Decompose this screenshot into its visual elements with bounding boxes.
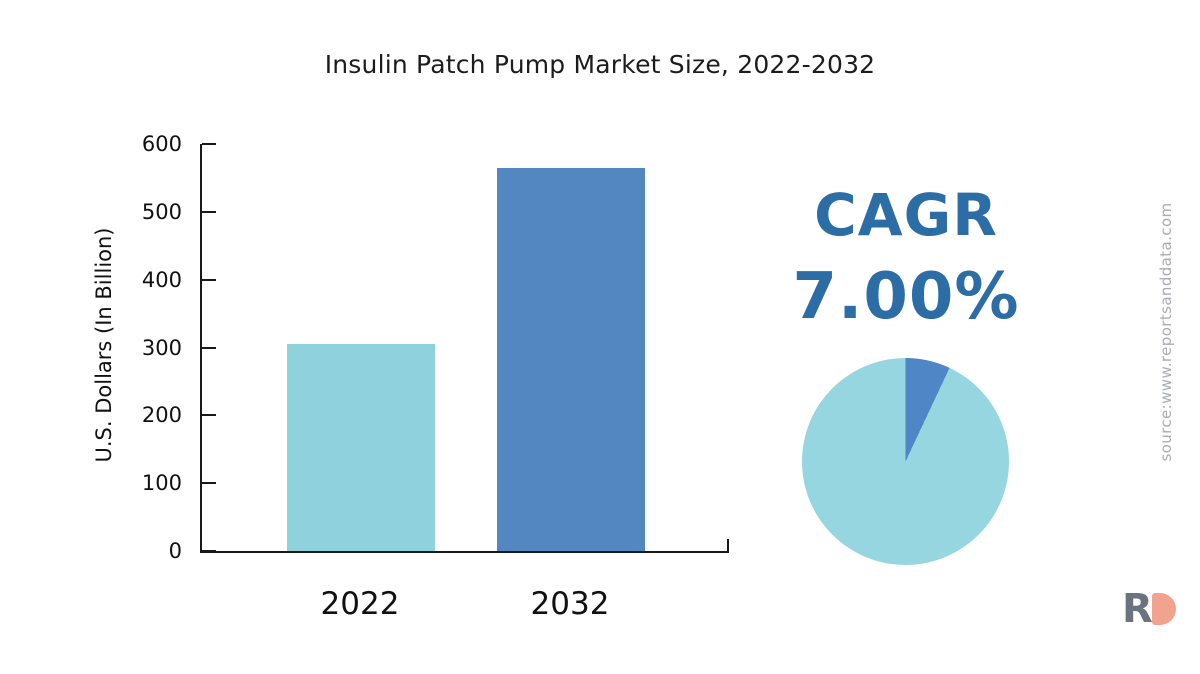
y-tick-label: 200 <box>141 403 182 428</box>
y-tick-mark <box>202 143 216 145</box>
y-tick-label: 100 <box>141 471 182 496</box>
logo-letter-r: R <box>1122 586 1153 632</box>
y-tick-label: 500 <box>141 199 182 224</box>
x-label-2032: 2032 <box>530 586 610 622</box>
y-tick-label: 400 <box>141 267 182 292</box>
y-tick-mark <box>202 278 216 281</box>
y-axis-tick-labels: 0 100 200 300 400 500 600 <box>118 132 188 563</box>
y-tick-mark <box>202 346 216 349</box>
source-credit: source:www.reportsanddata.com <box>1157 202 1175 462</box>
y-tick-mark <box>202 482 216 485</box>
bar-plot-area <box>200 143 729 553</box>
y-tick-label: 600 <box>141 132 182 156</box>
x-axis-end-tick <box>727 539 729 551</box>
y-tick-mark <box>202 550 216 552</box>
bar-2032 <box>497 167 645 551</box>
chart-title: Insulin Patch Pump Market Size, 2022-203… <box>324 50 876 79</box>
y-tick-label: 300 <box>141 335 182 360</box>
x-label-2022: 2022 <box>320 586 400 622</box>
cagr-value: 7.00% <box>792 260 1020 334</box>
cagr-label: CAGR <box>814 181 998 249</box>
cagr-pie-chart <box>802 358 1009 565</box>
y-tick-mark <box>202 210 216 213</box>
bar-2022 <box>287 344 435 551</box>
logo-d-shape <box>1151 593 1176 625</box>
brand-logo: R <box>1122 586 1176 632</box>
y-tick-mark <box>202 414 216 417</box>
y-axis-label: U.S. Dollars (In Billion) <box>92 227 116 463</box>
y-tick-label: 0 <box>168 539 182 563</box>
